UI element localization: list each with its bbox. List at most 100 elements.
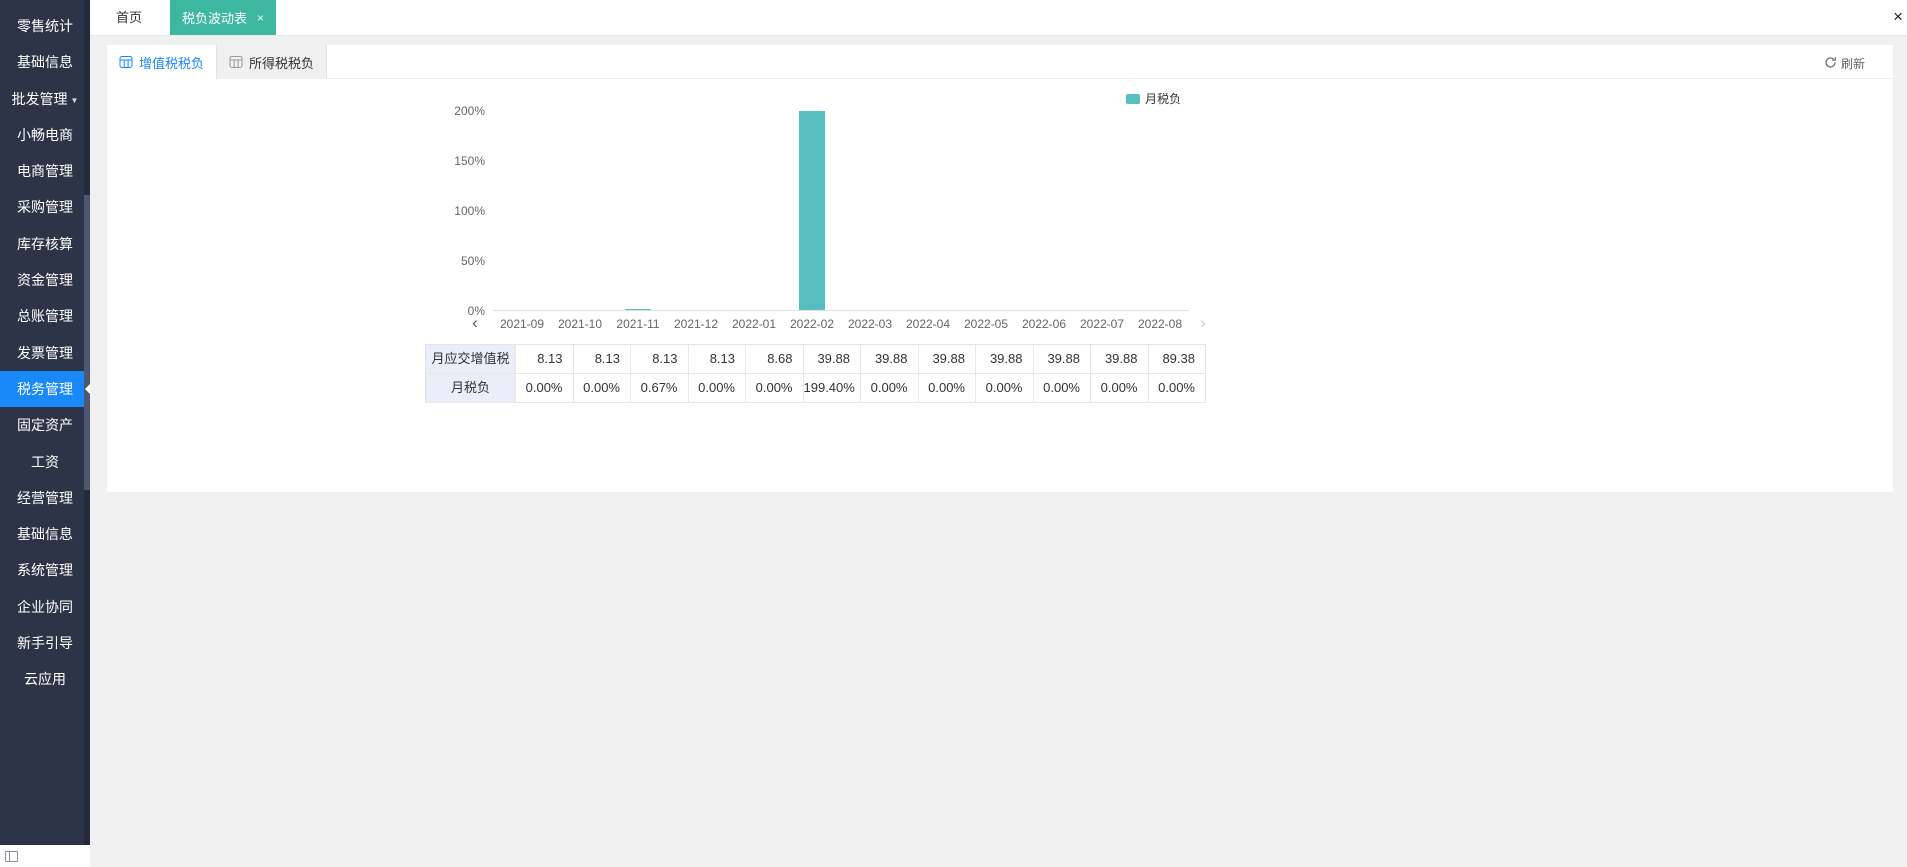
sidebar-item-16[interactable]: 企业协同 xyxy=(0,589,90,625)
sidebar-item-label: 系统管理 xyxy=(17,562,73,579)
sidebar-item-label: 固定资产 xyxy=(17,417,73,434)
table-cell-0-3: 8.13 xyxy=(688,345,746,374)
sidebar-item-label: 税务管理 xyxy=(17,380,73,397)
chart-next-arrow-icon[interactable]: › xyxy=(1200,313,1206,332)
bar-slot xyxy=(725,111,783,310)
panel-tabs: 增值税税负 所得税税负 xyxy=(107,45,328,79)
x-axis-label: 2022-07 xyxy=(1079,317,1125,331)
panel-tab-label: 所得税税负 xyxy=(249,55,315,71)
content-area: 增值税税负 所得税税负 刷新 月税负 0% 50% 100% 150% 200% 2021… xyxy=(90,36,1907,866)
sidebar-footer xyxy=(0,845,90,867)
bar-2022-02[interactable] xyxy=(799,110,825,310)
sidebar-item-label: 基础信息 xyxy=(17,54,73,71)
chart-prev-arrow-icon[interactable]: ‹ xyxy=(472,313,478,332)
sidebar-item-3[interactable]: 小畅电商 xyxy=(0,117,90,153)
bar-slot xyxy=(899,111,957,310)
table-cell-0-11: 89.38 xyxy=(1148,345,1206,374)
y-axis-label: 150% xyxy=(454,154,485,168)
table-cell-0-5: 39.88 xyxy=(803,345,861,374)
legend-label: 月税负 xyxy=(1145,92,1182,106)
sidebar-item-13[interactable]: 经营管理 xyxy=(0,480,90,516)
table-cell-1-3: 0.00% xyxy=(688,374,746,403)
sidebar-item-18[interactable]: 云应用 xyxy=(0,661,90,697)
refresh-button[interactable]: 刷新 xyxy=(1824,55,1865,72)
table-cell-0-9: 39.88 xyxy=(1033,345,1091,374)
table-cell-0-2: 8.13 xyxy=(631,345,689,374)
sidebar-item-12[interactable]: 工资 xyxy=(0,444,90,480)
sidebar-item-label: 新手引导 xyxy=(17,635,73,652)
sidebar-item-5[interactable]: 采购管理 xyxy=(0,189,90,225)
table-cell-0-8: 39.88 xyxy=(976,345,1034,374)
sidebar-item-8[interactable]: 总账管理 xyxy=(0,298,90,334)
sidebar-item-0[interactable]: 零售统计 xyxy=(0,8,90,44)
sidebar-item-label: 采购管理 xyxy=(17,199,73,216)
x-axis-label: 2022-03 xyxy=(847,317,893,331)
tab-home[interactable]: 首页 xyxy=(116,10,143,25)
sidebar-item-label: 总账管理 xyxy=(17,308,73,325)
bar-slot xyxy=(551,111,609,310)
tax-data-table: 月应交增值税 8.13 8.13 8.13 8.13 8.68 39.88 39.88 39.8… xyxy=(425,344,1206,403)
tab-active[interactable]: 税负波动表 × xyxy=(170,0,277,35)
collapse-sidebar-icon[interactable] xyxy=(5,850,18,863)
sidebar-item-1[interactable]: 基础信息 xyxy=(0,44,90,80)
table-row-header: 月税负 xyxy=(426,374,516,403)
sidebar-item-label: 云应用 xyxy=(24,671,66,688)
bar-2021-11[interactable] xyxy=(625,309,651,310)
sidebar-item-6[interactable]: 库存核算 xyxy=(0,226,90,262)
y-axis-label: 200% xyxy=(454,104,485,118)
x-axis-label: 2022-06 xyxy=(1021,317,1067,331)
window-close-icon[interactable]: × xyxy=(1893,7,1903,26)
sidebar-item-2[interactable]: 批发管理 ▼ xyxy=(0,81,90,117)
sidebar-scrollbar-thumb[interactable] xyxy=(84,195,90,490)
sidebar-item-11[interactable]: 固定资产 xyxy=(0,407,90,443)
table-cell-1-5: 199.40% xyxy=(803,374,861,403)
sidebar-item-10[interactable]: 税务管理 xyxy=(0,370,90,408)
table-cell-0-4: 8.68 xyxy=(746,345,804,374)
sidebar-item-17[interactable]: 新手引导 xyxy=(0,625,90,661)
panel-tab-0[interactable]: 增值税税负 xyxy=(107,45,218,79)
x-axis-label: 2022-05 xyxy=(963,317,1009,331)
sidebar-item-label: 工资 xyxy=(31,453,59,470)
panel-tab-1[interactable]: 所得税税负 xyxy=(217,45,328,79)
bar-slot xyxy=(609,111,667,310)
sidebar-item-14[interactable]: 基础信息 xyxy=(0,516,90,552)
table-row-header: 月应交增值税 xyxy=(426,345,516,374)
y-axis-label: 50% xyxy=(460,254,485,268)
sidebar-item-label: 零售统计 xyxy=(17,18,73,34)
sidebar-item-15[interactable]: 系统管理 xyxy=(0,552,90,588)
sidebar-item-label: 资金管理 xyxy=(17,272,73,289)
table-cell-1-4: 0.00% xyxy=(746,374,804,403)
tab-active-label: 税负波动表 xyxy=(182,11,248,26)
bar-slot xyxy=(841,111,899,310)
bar-slot xyxy=(783,110,841,310)
x-axis-label: 2022-01 xyxy=(731,317,777,331)
x-axis: 2021-09 2021-10 2021-11 2021-12 2022-01 2022-… xyxy=(493,317,1189,331)
table-cell-0-6: 39.88 xyxy=(861,345,919,374)
panel-tabbar: 增值税税负 所得税税负 xyxy=(107,45,1893,79)
refresh-label: 刷新 xyxy=(1840,57,1865,71)
refresh-icon xyxy=(1824,56,1837,72)
table-cell-1-8: 0.00% xyxy=(976,374,1034,403)
bar-chart-plot xyxy=(493,110,1189,311)
x-axis-label: 2022-04 xyxy=(905,317,951,331)
sidebar-item-9[interactable]: 发票管理 xyxy=(0,335,90,371)
top-tabbar: 首页 税负波动表 × × xyxy=(90,0,1907,36)
table-cell-1-9: 0.00% xyxy=(1033,374,1091,403)
table-cell-1-11: 0.00% xyxy=(1148,374,1206,403)
tab-close-icon[interactable]: × xyxy=(257,10,265,25)
sidebar-item-label: 小畅电商 xyxy=(17,126,73,143)
x-axis-label: 2021-12 xyxy=(673,317,719,331)
sidebar-item-label: 库存核算 xyxy=(17,235,73,252)
sidebar-item-4[interactable]: 电商管理 xyxy=(0,153,90,189)
sidebar-item-label: 发票管理 xyxy=(17,344,73,361)
table-cell-0-1: 8.13 xyxy=(573,345,631,374)
x-axis-label: 2021-10 xyxy=(557,317,603,331)
panel-tab-label: 增值税税负 xyxy=(139,55,205,71)
table-cell-1-0: 0.00% xyxy=(516,374,574,403)
x-axis-label: 2021-11 xyxy=(616,317,660,331)
sidebar: 零售统计 基础信息 批发管理 ▼ 小畅电商 电商管理 采购管理 库存核算 资金管理 总账管理 发票管… xyxy=(0,0,90,867)
sidebar-item-7[interactable]: 资金管理 xyxy=(0,262,90,298)
y-axis-label: 100% xyxy=(454,204,485,218)
legend[interactable]: 月税负 xyxy=(1126,90,1181,107)
sidebar-menu: 零售统计 基础信息 批发管理 ▼ 小畅电商 电商管理 采购管理 库存核算 资金管理 总账管理 发票管… xyxy=(0,0,90,698)
